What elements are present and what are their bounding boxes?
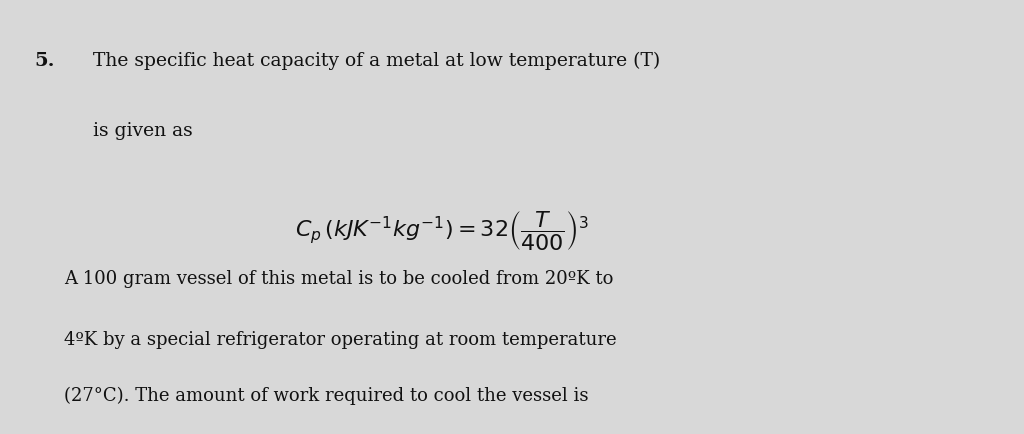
Text: (27°C). The amount of work required to cool the vessel is: (27°C). The amount of work required to c… <box>63 386 589 404</box>
Text: A 100 gram vessel of this metal is to be cooled from 20ºK to: A 100 gram vessel of this metal is to be… <box>63 269 613 287</box>
Text: is given as: is given as <box>93 122 194 139</box>
Text: $C_p\,(kJK^{-1}kg^{-1}) = 32\left(\dfrac{T}{400}\right)^3$: $C_p\,(kJK^{-1}kg^{-1}) = 32\left(\dfrac… <box>295 208 589 251</box>
Text: The specific heat capacity of a metal at low temperature (T): The specific heat capacity of a metal at… <box>93 52 660 70</box>
Text: 4ºK by a special refrigerator operating at room temperature: 4ºK by a special refrigerator operating … <box>63 330 616 348</box>
Text: 5.: 5. <box>35 52 55 70</box>
